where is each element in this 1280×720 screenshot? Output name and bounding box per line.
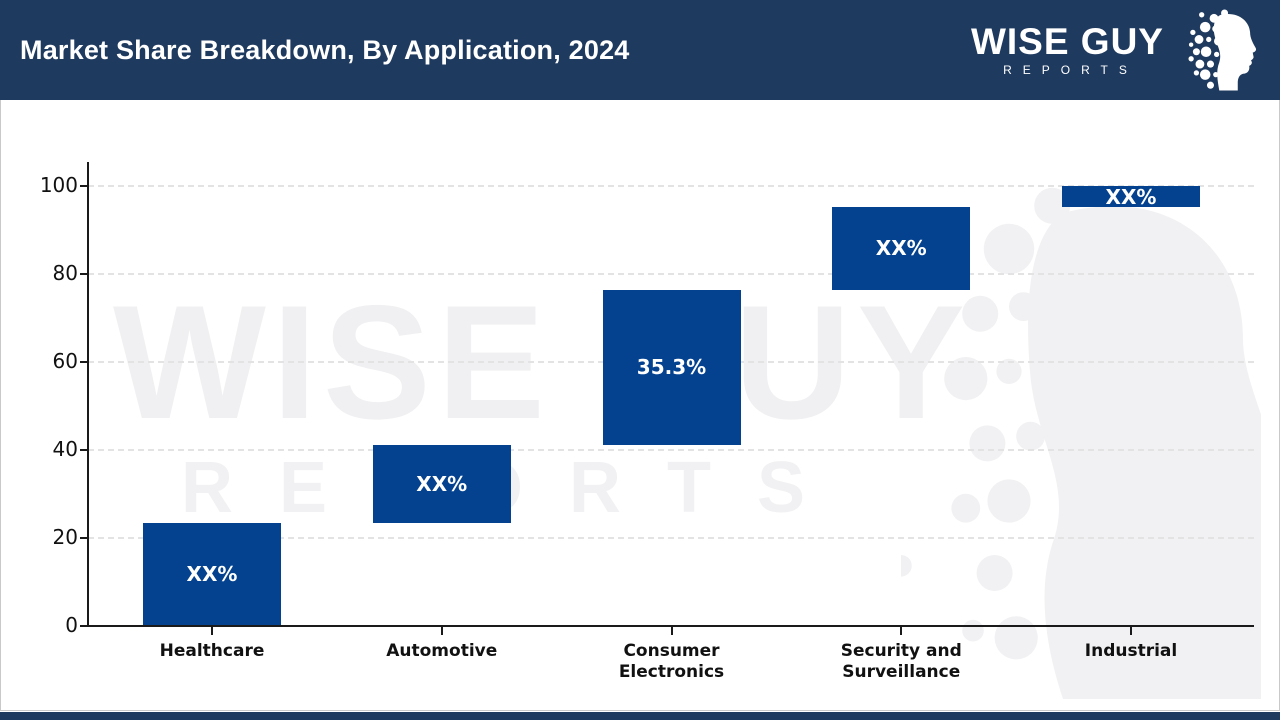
gridline-100	[88, 185, 1254, 187]
bar-value-label: XX%	[416, 471, 468, 496]
category-label-consumer-electronics: Consumer Electronics	[618, 641, 725, 683]
x-axis-tick-mark	[900, 627, 903, 635]
x-axis-tick-mark	[211, 627, 213, 635]
y-axis-tick-mark	[80, 537, 88, 539]
bar-chart: 0 20 40 60 80 100 XX% Healthcare XX% Automotive 35…	[1, 100, 1279, 710]
bar-value-label: XX%	[186, 562, 238, 587]
y-axis-line	[87, 162, 89, 627]
y-axis-tick-label: 100	[39, 173, 78, 197]
header-bar: Market Share Breakdown, By Application, …	[0, 0, 1280, 100]
category-label-security-and-surveillance: Security and Surveillance	[840, 641, 962, 683]
bar-automotive: XX%	[372, 445, 511, 523]
bar-industrial: XX%	[1062, 184, 1200, 209]
logo-head-icon	[1188, 9, 1257, 91]
bar-consumer-electronics: 35.3%	[602, 289, 741, 446]
x-axis-tick-mark	[440, 627, 443, 635]
x-axis-tick-mark	[1130, 627, 1132, 635]
page-title: Market Share Breakdown, By Application, …	[20, 34, 630, 65]
x-axis-tick-mark	[670, 627, 673, 635]
y-axis-tick-label: 20	[52, 525, 78, 549]
gridline-40	[88, 449, 1254, 451]
y-axis-tick-label: 40	[52, 437, 78, 461]
y-axis-tick-label: 80	[52, 261, 78, 285]
gridline-80	[88, 273, 1254, 275]
bar-security-and-surveillance: XX%	[832, 207, 971, 290]
y-axis-tick-mark	[80, 625, 88, 627]
y-axis-tick-mark	[80, 185, 88, 187]
chart-area: WISE GUY REPORTS 0 20 40 60 80 100 XX% Healthca…	[0, 100, 1280, 711]
gridline-20	[88, 537, 1254, 539]
y-axis-tick-label: 0	[65, 613, 78, 637]
logo-wordmark-line1: WISE GUY	[970, 21, 1164, 62]
bar-value-label: 35.3%	[636, 355, 707, 380]
x-axis-line	[86, 625, 1254, 627]
y-axis-tick-mark	[80, 449, 88, 451]
wiseguy-logo: WISE GUY REPORTS	[971, 6, 1258, 94]
y-axis-tick-mark	[80, 273, 88, 275]
y-axis-tick-label: 60	[52, 349, 78, 373]
category-label-healthcare: Healthcare	[159, 641, 265, 661]
bar-healthcare: XX%	[143, 522, 281, 626]
logo-wordmark: WISE GUY REPORTS	[971, 23, 1164, 77]
logo-wordmark-line2: REPORTS	[1003, 63, 1138, 77]
y-axis-tick-mark	[80, 361, 88, 363]
bar-value-label: XX%	[875, 236, 927, 261]
footer-bar	[0, 712, 1280, 720]
bar-value-label: XX%	[1105, 184, 1157, 209]
category-label-automotive: Automotive	[386, 641, 498, 661]
category-label-industrial: Industrial	[1084, 641, 1178, 661]
